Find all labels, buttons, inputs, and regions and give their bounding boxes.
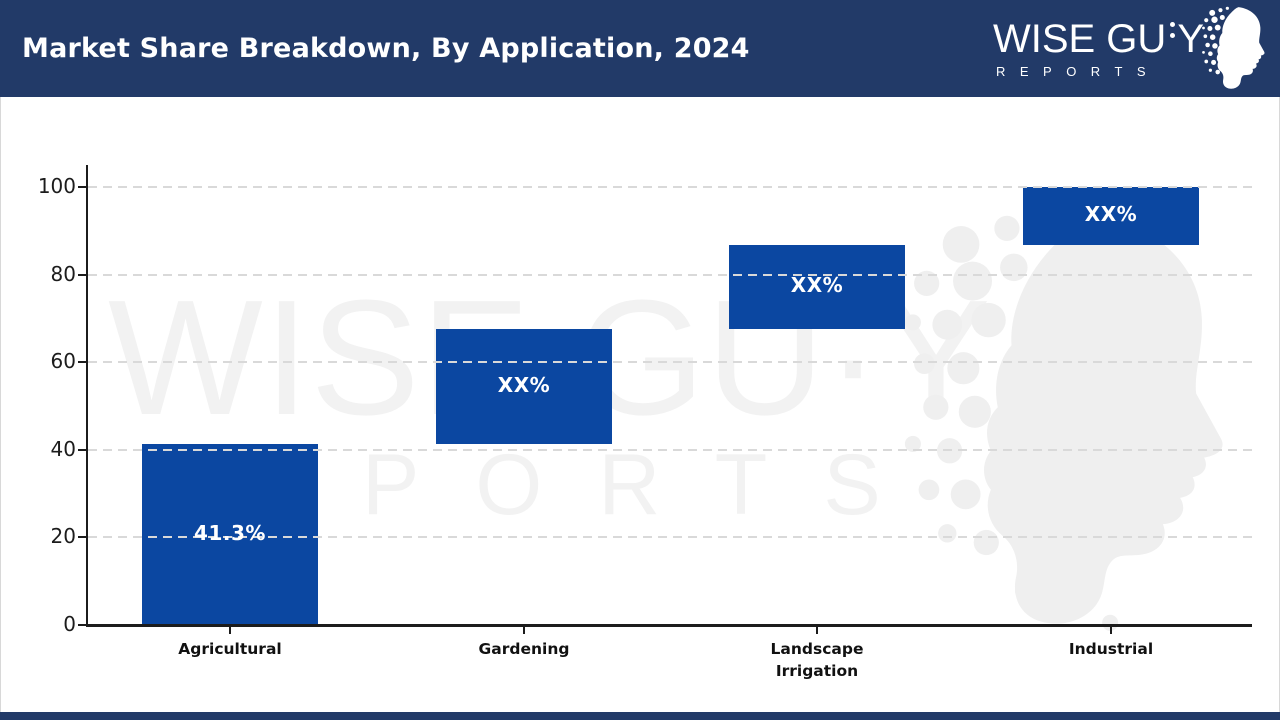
y-tick-100: [78, 186, 86, 188]
bar-value-label: XX%: [497, 372, 551, 397]
header-bar: Market Share Breakdown, By Application, …: [0, 0, 1280, 97]
bar-industrial: [1023, 187, 1199, 245]
y-tick-0: [78, 624, 86, 626]
logo-wordmark: WISE GU Y: [993, 19, 1204, 59]
y-tick-label-0: 0: [63, 612, 76, 636]
y-tick-20: [78, 536, 86, 539]
gridline-80: [88, 273, 1252, 276]
x-tick-label-3: Industrial: [1068, 640, 1154, 658]
x-tick-3: [1110, 627, 1112, 634]
y-tick-40: [78, 448, 86, 451]
gridline-20: [88, 536, 1252, 539]
logo-wordmark-part1: WISE GU: [992, 17, 1167, 61]
x-tick-label-2: Landscape Irrigation: [770, 640, 864, 680]
x-tick-2: [816, 627, 818, 634]
logo-wordmark-part2: Y: [1177, 17, 1204, 61]
watermark-ports: PORTS: [362, 437, 937, 533]
y-tick-label-60: 60: [50, 349, 76, 374]
x-tick-label-0: Agricultural: [178, 640, 282, 658]
y-tick-label-100: 100: [37, 174, 76, 198]
logo-reports-label: REPORTS: [995, 64, 1161, 79]
y-tick-label-20: 20: [50, 524, 76, 549]
footer-bar: [0, 712, 1280, 720]
gridline-100: [88, 186, 1252, 188]
bar-gardening: [436, 329, 612, 445]
logo-dots-icon: [1170, 22, 1176, 44]
gridline-40: [88, 448, 1252, 451]
x-tick-label-1: Gardening: [478, 640, 570, 658]
y-tick-80: [78, 273, 86, 276]
bar-value-label: XX%: [1084, 201, 1138, 226]
y-tick-label-40: 40: [50, 436, 76, 461]
y-tick-label-80: 80: [50, 261, 76, 286]
y-axis-line: [86, 165, 88, 625]
page-title: Market Share Breakdown, By Application, …: [22, 33, 750, 64]
x-axis-line: [86, 624, 1252, 627]
logo-text: WISE GU Y REPORTS: [993, 19, 1204, 79]
bar-agricultural: [142, 444, 318, 625]
head-profile-icon: [1202, 6, 1265, 89]
y-tick-60: [78, 361, 86, 364]
x-tick-0: [229, 627, 231, 634]
bar-value-label: 41.3%: [194, 520, 266, 545]
bar-landscape-irrigation: [729, 244, 905, 330]
gridline-60: [88, 361, 1252, 364]
bar-value-label: XX%: [790, 273, 844, 298]
x-tick-1: [523, 627, 525, 634]
wise-guy-logo: WISE GU Y REPORTS: [993, 5, 1270, 93]
